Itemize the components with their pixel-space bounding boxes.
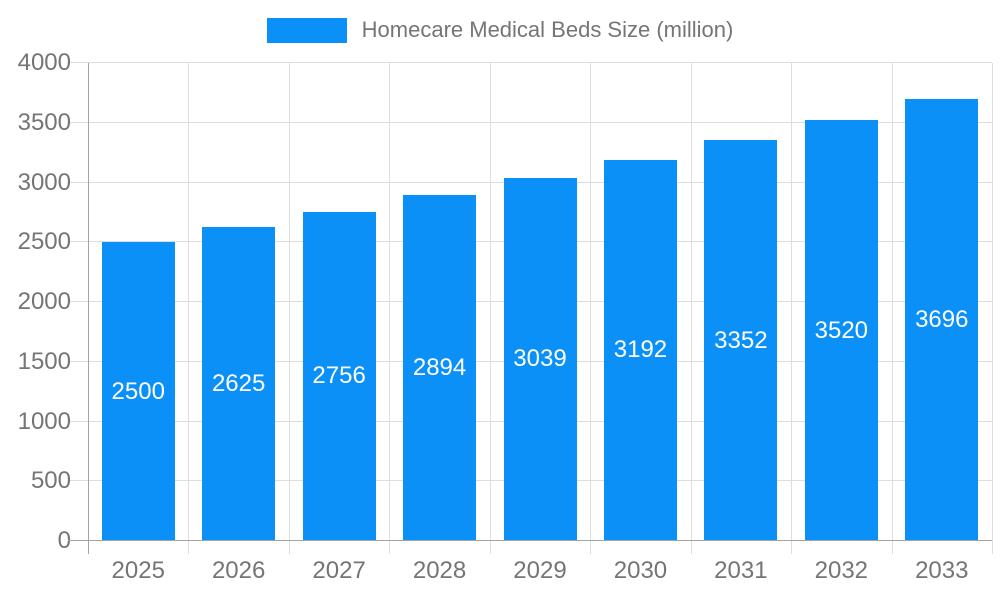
bar-2031 — [704, 140, 778, 541]
y-axis-line — [88, 63, 89, 554]
vertical-gridline — [389, 63, 391, 554]
bar-value-label: 3352 — [714, 326, 768, 354]
bar-value-label: 2756 — [312, 362, 366, 390]
bar-2030 — [603, 159, 677, 541]
bar-2026 — [202, 227, 276, 541]
x-tick-label: 2033 — [915, 557, 969, 584]
bar-2027 — [302, 211, 376, 541]
horizontal-gridline — [68, 62, 992, 63]
vertical-gridline — [992, 63, 993, 554]
vertical-gridline — [891, 63, 893, 554]
x-axis-line — [68, 540, 992, 541]
legend[interactable]: Homecare Medical Beds Size (million) — [0, 17, 1000, 43]
vertical-gridline — [489, 63, 491, 554]
legend-swatch-icon — [266, 17, 347, 43]
x-tick-label: 2029 — [513, 557, 567, 584]
bar-value-label: 3696 — [915, 306, 969, 334]
x-tick-label: 2028 — [412, 557, 467, 584]
horizontal-gridline — [68, 121, 992, 123]
legend-label: Homecare Medical Beds Size (million) — [361, 17, 734, 42]
y-tick-label: 2500 — [17, 228, 71, 256]
bar-2029 — [503, 177, 577, 541]
x-tick-label: 2030 — [613, 557, 668, 584]
vertical-gridline — [590, 63, 592, 554]
bar-value-label: 3192 — [613, 336, 668, 364]
x-tick-label: 2031 — [714, 557, 768, 584]
y-tick-label: 3000 — [17, 168, 71, 196]
plot-area: 0 500 1000 1500 2000 2500 3000 3500 4000 2500 2025… — [18, 49, 993, 584]
y-tick-label: 4000 — [17, 49, 71, 76]
x-tick-label: 2027 — [312, 557, 366, 584]
y-tick-label: 500 — [30, 467, 71, 495]
bar-value-label: 2894 — [412, 354, 467, 382]
y-tick-label: 1000 — [17, 407, 71, 435]
bar-2025 — [101, 242, 175, 541]
vertical-gridline — [288, 63, 290, 554]
vertical-gridline — [188, 63, 190, 554]
y-tick-label: 1500 — [17, 347, 71, 375]
bar-value-label: 3520 — [814, 316, 869, 344]
bar-value-label: 2500 — [111, 377, 165, 405]
vertical-gridline — [690, 63, 692, 554]
bar-value-label: 3039 — [513, 345, 567, 373]
x-tick-label: 2026 — [211, 557, 266, 584]
bar-value-label: 2625 — [211, 370, 266, 398]
bar-2032 — [804, 120, 878, 541]
y-tick-label: 0 — [57, 527, 71, 554]
bar-2033 — [905, 99, 979, 541]
y-tick-label: 2000 — [17, 288, 71, 315]
x-tick-label: 2032 — [814, 557, 869, 584]
x-tick-label: 2025 — [111, 557, 165, 584]
vertical-gridline — [791, 63, 793, 554]
y-tick-label: 3500 — [17, 108, 71, 136]
bar-2028 — [403, 195, 477, 541]
